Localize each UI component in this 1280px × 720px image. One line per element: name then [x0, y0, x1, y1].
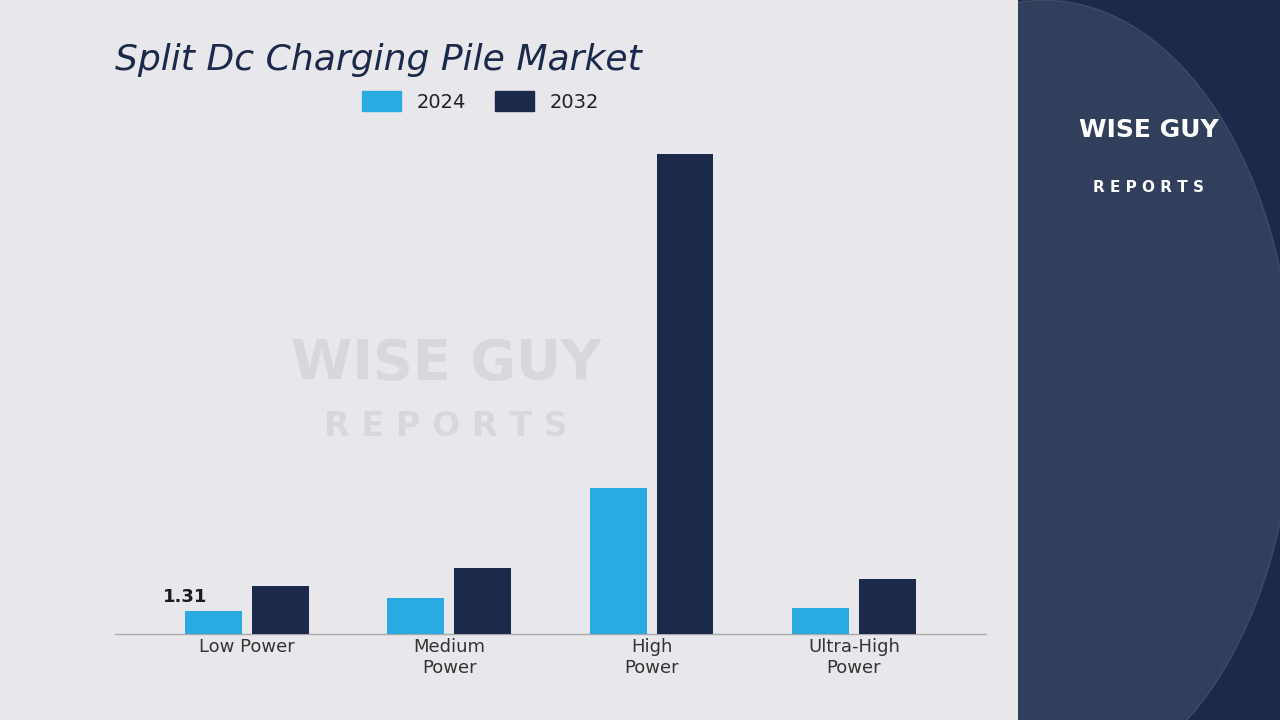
Bar: [454, 569, 511, 634]
Bar: [388, 598, 444, 634]
Legend: 2024, 2032: 2024, 2032: [355, 84, 607, 120]
Bar: [252, 585, 308, 634]
Text: WISE GUY: WISE GUY: [291, 337, 602, 391]
Bar: [792, 608, 849, 634]
Text: R E P O R T S: R E P O R T S: [324, 410, 568, 443]
Text: WISE GUY: WISE GUY: [1079, 117, 1219, 142]
Bar: [590, 488, 646, 634]
Bar: [859, 579, 915, 634]
Bar: [657, 153, 713, 634]
Text: 1.31: 1.31: [163, 588, 207, 606]
Text: R E P O R T S: R E P O R T S: [1093, 180, 1204, 194]
Text: Split Dc Charging Pile Market: Split Dc Charging Pile Market: [115, 43, 643, 77]
Bar: [186, 611, 242, 634]
Ellipse shape: [795, 0, 1280, 720]
